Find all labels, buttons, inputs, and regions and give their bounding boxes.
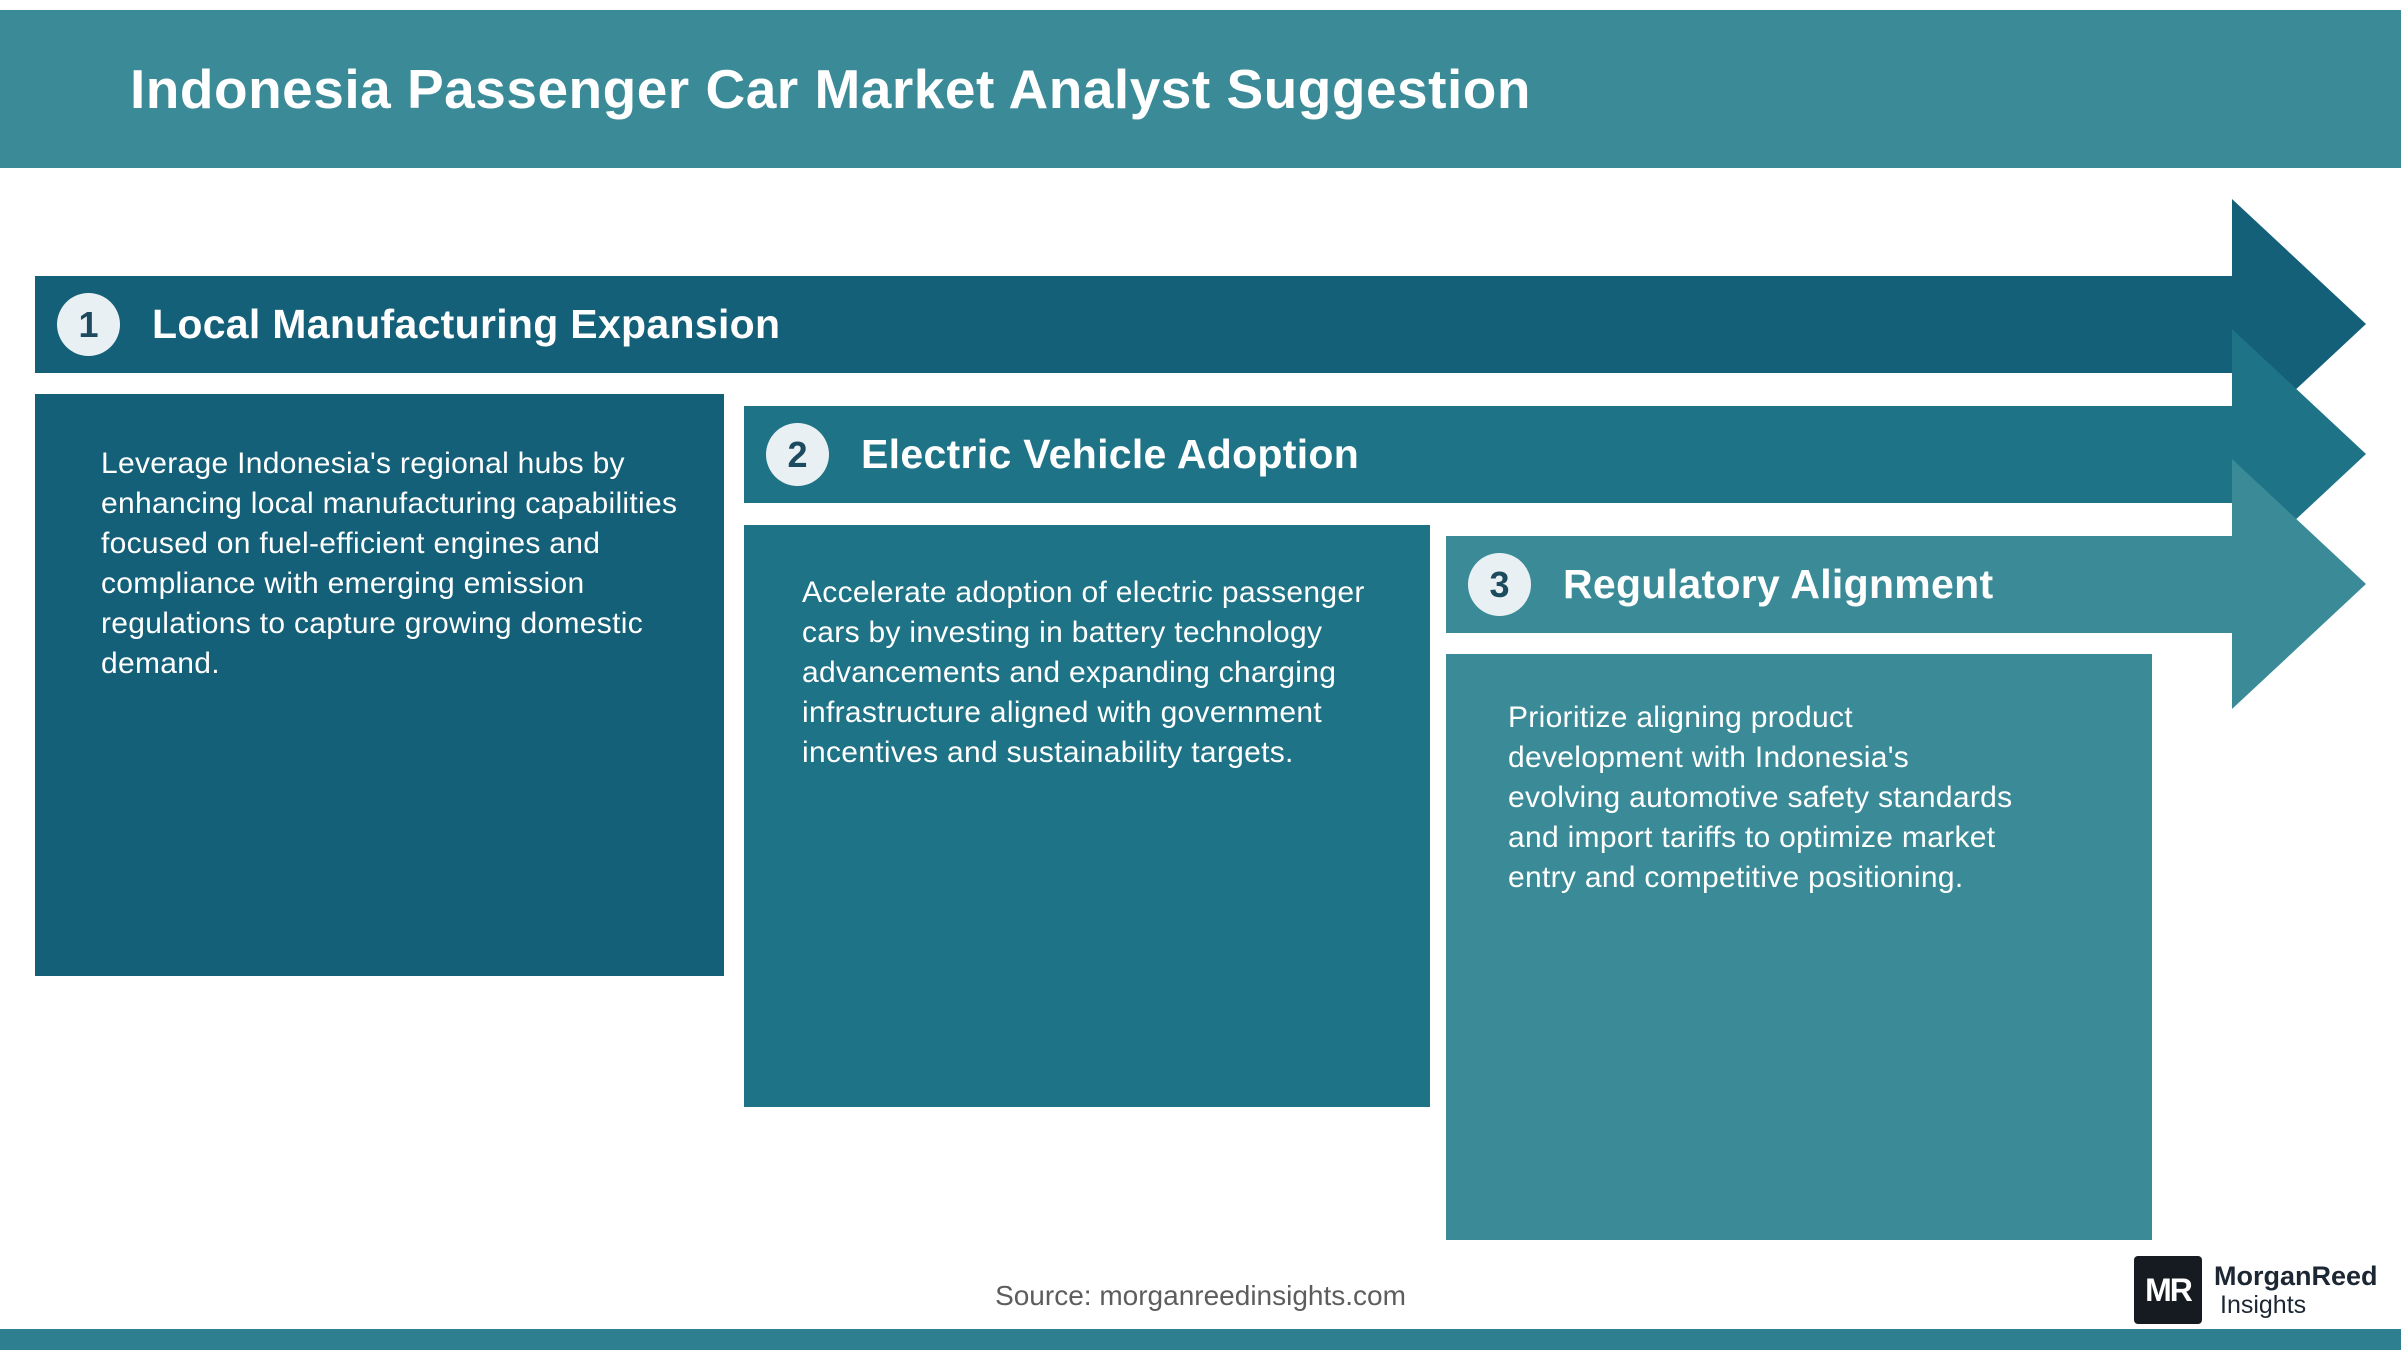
step-1-number-badge: 1 [57,293,120,356]
step-2-number-badge: 2 [766,423,829,486]
source-text: Source: morganreedinsights.com [995,1280,1406,1311]
page-title: Indonesia Passenger Car Market Analyst S… [130,58,1531,120]
brand-suffix: Insights [2220,1291,2307,1319]
step-3-description: Prioritize aligning product development … [1446,654,2152,1240]
mr-monogram-icon: MR [2134,1256,2202,1324]
header: Indonesia Passenger Car Market Analyst S… [0,10,2401,168]
brand-name: MorganReed [2214,1261,2378,1291]
step-banner-2: 2 Electric Vehicle Adoption [744,406,2233,503]
arrow-head-icon [2232,459,2366,709]
brand-logo: MR MorganReed Insights [2134,1256,2378,1324]
step-1-title: Local Manufacturing Expansion [152,301,781,347]
brand-text: MorganReed Insights [2214,1261,2378,1319]
step-2-title: Electric Vehicle Adoption [861,431,1360,477]
step-banner-1: 1 Local Manufacturing Expansion [35,276,2233,373]
step-banner-3: 3 Regulatory Alignment [1446,536,2233,633]
bottom-accent-bar [0,1329,2401,1350]
step-1-description: Leverage Indonesia's regional hubs by en… [35,394,724,976]
step-2-description: Accelerate adoption of electric passenge… [744,525,1430,1107]
step-3-title: Regulatory Alignment [1563,561,1994,607]
step-3-number-badge: 3 [1468,553,1531,616]
